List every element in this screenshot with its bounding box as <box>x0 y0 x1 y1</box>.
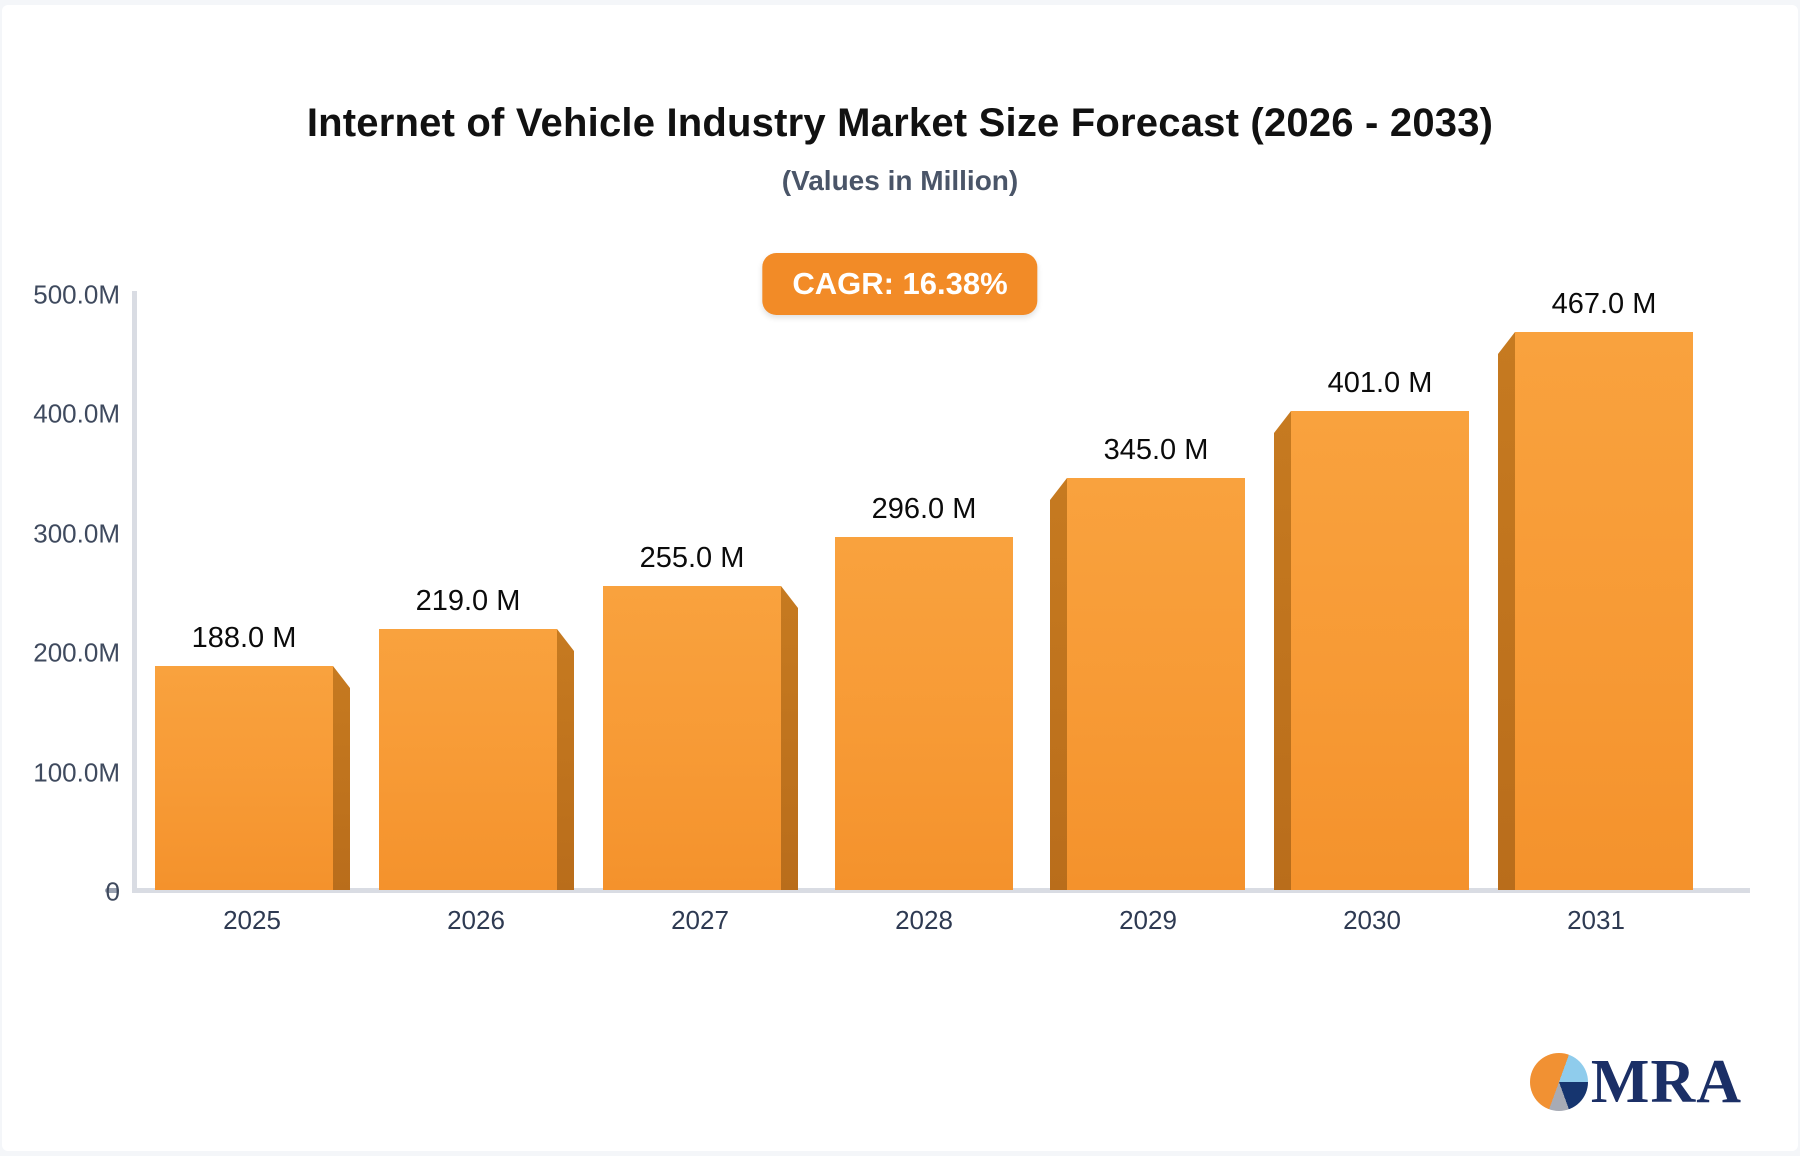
y-tick-label: 200.0M <box>33 637 120 668</box>
bar-2030[interactable] <box>1291 411 1469 890</box>
bar-chart: Internet of Vehicle Industry Market Size… <box>2 5 1798 1151</box>
bar-side-face <box>333 666 350 890</box>
chart-title: Internet of Vehicle Industry Market Size… <box>306 101 1494 145</box>
cagr-badge: CAGR: 16.38% <box>762 253 1038 315</box>
bar-value-label: 188.0 M <box>191 622 297 654</box>
bar-side-face <box>1050 478 1067 890</box>
bar-value-label: 345.0 M <box>1103 434 1209 466</box>
bar-2029[interactable] <box>1067 478 1245 890</box>
x-tick-label-2027: 2027 <box>671 905 729 935</box>
x-tick-label-2026: 2026 <box>447 905 505 935</box>
bar-side-face <box>1498 332 1515 890</box>
bar-2028[interactable] <box>835 537 1013 890</box>
logo-text: MRA <box>1590 1048 1742 1116</box>
bar-value-label: 467.0 M <box>1551 288 1657 320</box>
x-tick-label-2028: 2028 <box>895 905 953 935</box>
bar-value-label: 401.0 M <box>1327 367 1433 399</box>
pie-chart-icon <box>1529 1053 1588 1111</box>
x-tick-label-2030: 2030 <box>1343 905 1401 935</box>
zero-tick-mark <box>105 888 119 893</box>
mra-logo: MRA <box>1529 1048 1742 1116</box>
bar-side-face <box>781 586 798 890</box>
bar-2027[interactable] <box>603 586 781 890</box>
bar-value-label: 219.0 M <box>415 585 521 617</box>
chart-subtitle: (Values in Million) <box>781 165 1019 196</box>
y-tick-label: 500.0M <box>33 279 120 310</box>
y-tick-label: 300.0M <box>33 518 120 549</box>
bar-value-label: 296.0 M <box>871 493 977 525</box>
x-tick-label-2025: 2025 <box>223 905 281 935</box>
x-axis-line <box>132 888 1750 893</box>
y-tick-label: 0 <box>105 876 120 907</box>
y-axis-line <box>132 291 137 892</box>
chart-card: Internet of Vehicle Industry Market Size… <box>2 5 1798 1151</box>
bar-side-face <box>1274 411 1291 890</box>
x-tick-label-2031: 2031 <box>1567 905 1625 935</box>
y-tick-label: 400.0M <box>33 398 120 429</box>
bar-side-face <box>557 629 574 890</box>
bar-2025[interactable] <box>155 666 333 890</box>
x-tick-label-2029: 2029 <box>1119 905 1177 935</box>
bar-2031[interactable] <box>1515 332 1693 890</box>
y-tick-label: 100.0M <box>33 757 120 788</box>
bar-value-label: 255.0 M <box>639 542 745 574</box>
bar-2026[interactable] <box>379 629 557 890</box>
